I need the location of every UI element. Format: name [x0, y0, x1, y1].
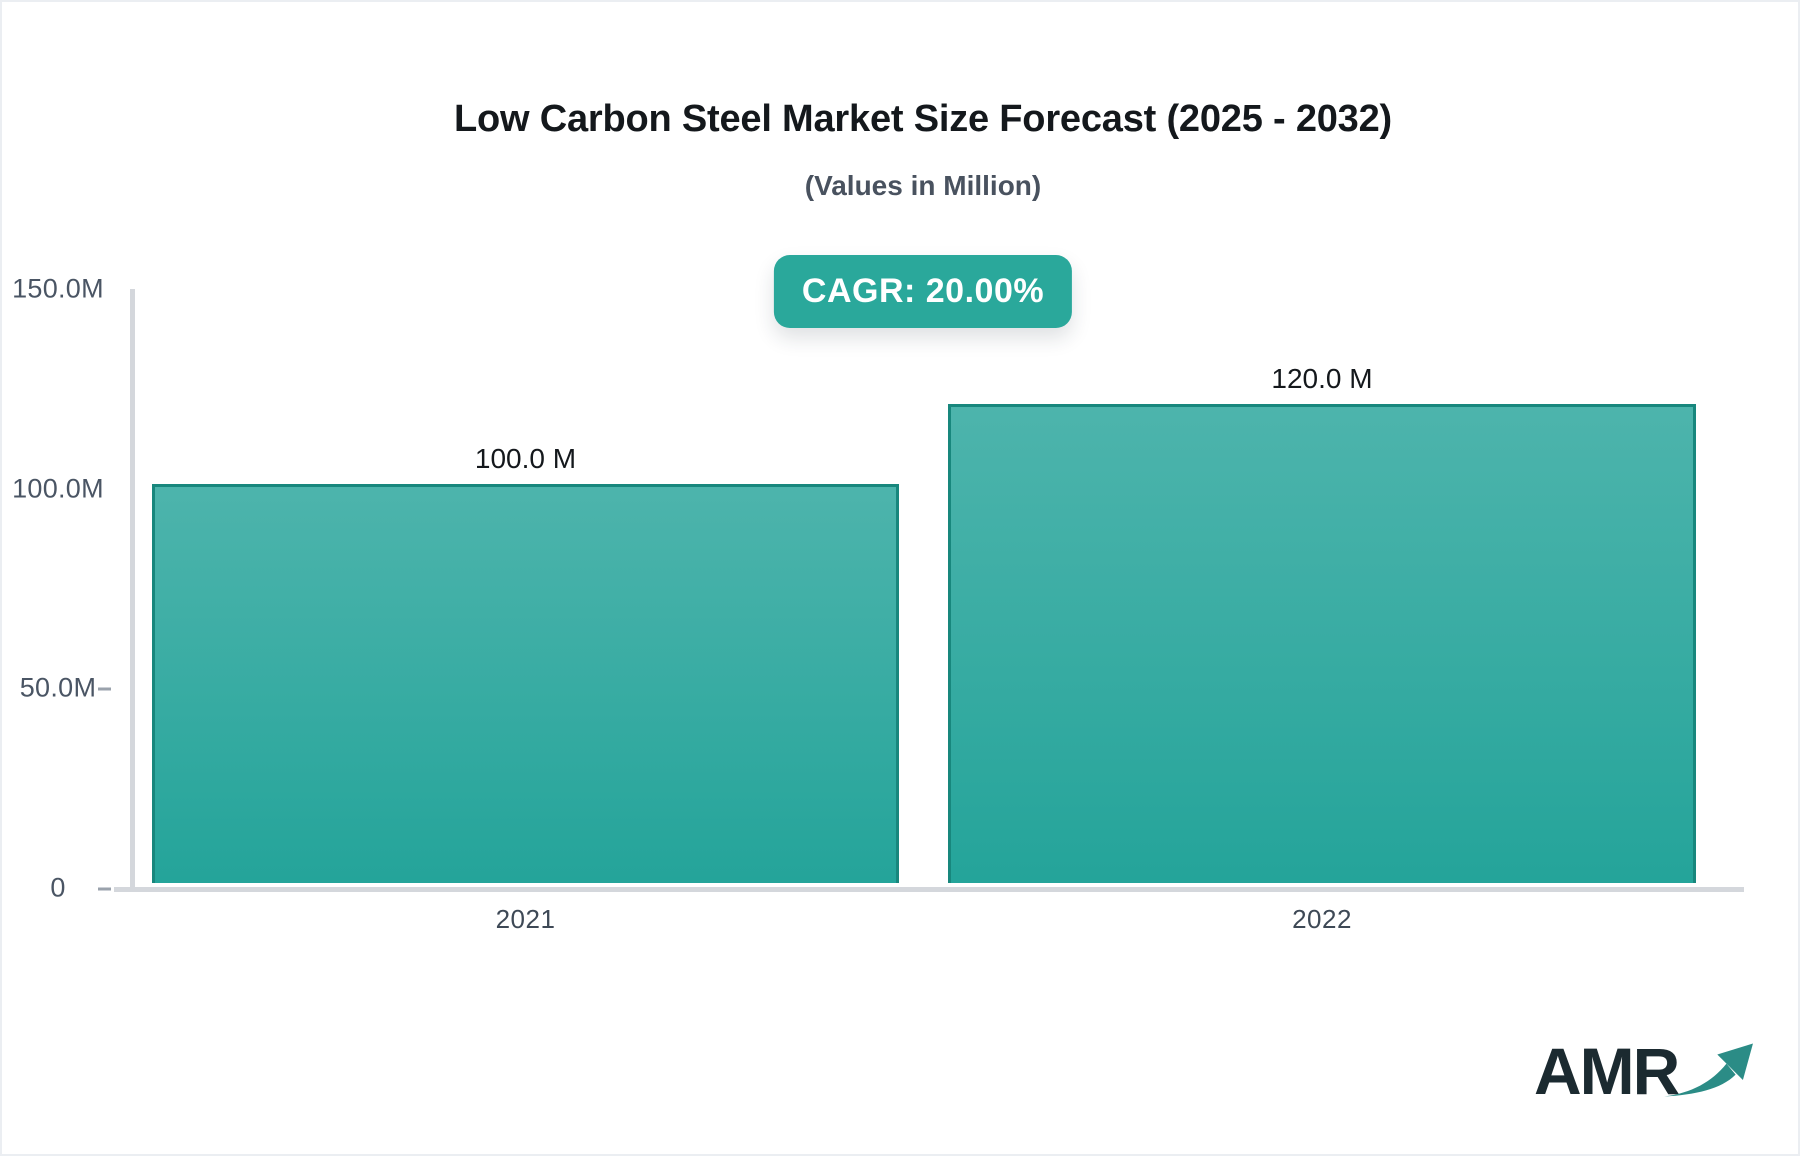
amr-logo-text: AMR [1534, 1034, 1680, 1108]
y-tick-mark [98, 687, 111, 691]
y-axis-line [130, 289, 135, 889]
cagr-badge: CAGR: 20.00% [773, 255, 1073, 328]
amr-logo-arrow-icon [1664, 1043, 1754, 1097]
chart-title: Low Carbon Steel Market Size Forecast (2… [453, 98, 1393, 140]
x-axis-line [114, 887, 1744, 892]
x-axis-label-2022: 2022 [1292, 904, 1352, 934]
x-axis-label-2021: 2021 [495, 904, 556, 934]
bar-2022 [948, 404, 1696, 883]
bar-2021 [152, 484, 899, 883]
chart-header: Low Carbon Steel Market Size Forecast (2… [48, 2, 1798, 342]
y-tick-label: 100.0M [12, 473, 104, 504]
bar-value-label: 120.0 M [1271, 363, 1373, 394]
y-tick-label: 150.0M [12, 273, 104, 304]
bar-value-label: 100.0 M [474, 443, 577, 474]
y-tick-label: 0 [50, 872, 66, 903]
chart-subtitle: (Values in Million) [804, 170, 1042, 201]
amr-logo: AMR [1534, 1038, 1758, 1104]
y-tick-mark [98, 887, 111, 891]
y-tick-label: 50.0M [19, 672, 97, 703]
